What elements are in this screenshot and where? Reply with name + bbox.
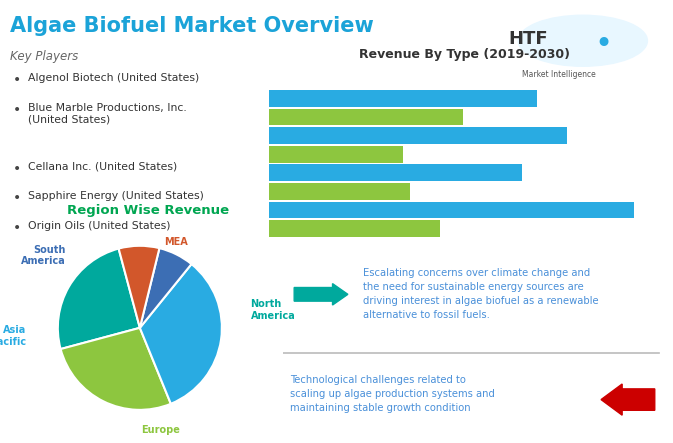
Text: South
America: South America	[22, 245, 66, 266]
Text: HTF: HTF	[509, 30, 548, 48]
Wedge shape	[58, 249, 140, 349]
Text: Market Intelligence: Market Intelligence	[522, 70, 596, 79]
Bar	[269, 127, 567, 144]
Wedge shape	[118, 246, 160, 328]
Text: •: •	[13, 162, 21, 176]
Text: Technological challenges related to
scaling up algae production systems and
main: Technological challenges related to scal…	[290, 375, 495, 413]
Text: •: •	[13, 191, 21, 205]
FancyArrow shape	[294, 284, 348, 305]
Text: North
America: North America	[250, 299, 295, 321]
Text: Key Players: Key Players	[10, 50, 78, 63]
Text: Cellana Inc. (United States): Cellana Inc. (United States)	[28, 162, 177, 172]
Text: •: •	[13, 103, 21, 117]
Title: Revenue By Type (2019-2030): Revenue By Type (2019-2030)	[359, 48, 570, 61]
Bar	[269, 146, 403, 163]
FancyArrow shape	[601, 384, 655, 415]
Wedge shape	[140, 248, 192, 328]
Text: Asia
Pacific: Asia Pacific	[0, 325, 27, 347]
Text: Algenol Biotech (United States): Algenol Biotech (United States)	[28, 74, 199, 83]
Bar	[269, 220, 440, 237]
Wedge shape	[61, 328, 171, 410]
Text: MEA: MEA	[164, 237, 188, 247]
Bar	[269, 109, 462, 125]
Text: Escalating concerns over climate change and
the need for sustainable energy sour: Escalating concerns over climate change …	[363, 268, 599, 320]
Bar	[269, 90, 537, 107]
Text: Origin Oils (United States): Origin Oils (United States)	[28, 221, 170, 231]
Text: Europe: Europe	[141, 425, 180, 435]
Text: Sapphire Energy (United States): Sapphire Energy (United States)	[28, 191, 204, 201]
Circle shape	[518, 15, 647, 66]
Bar	[269, 164, 522, 181]
Text: •: •	[13, 74, 21, 87]
Text: Algae Biofuel Market Overview: Algae Biofuel Market Overview	[10, 16, 374, 35]
Bar	[269, 202, 633, 218]
Text: •: •	[13, 221, 21, 235]
Text: •: •	[594, 30, 612, 59]
Bar	[269, 183, 411, 200]
Text: Blue Marble Productions, Inc.
(United States): Blue Marble Productions, Inc. (United St…	[28, 103, 186, 124]
Wedge shape	[140, 264, 222, 404]
Title: Region Wise Revenue: Region Wise Revenue	[67, 204, 229, 217]
